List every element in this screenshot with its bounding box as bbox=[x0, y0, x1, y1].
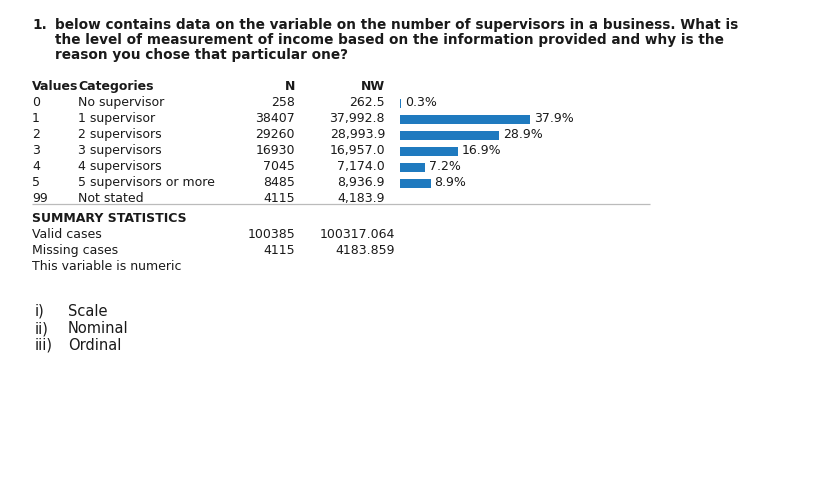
Text: 1 supervisor: 1 supervisor bbox=[78, 112, 155, 125]
Text: 28.9%: 28.9% bbox=[503, 128, 543, 141]
Text: the level of measurement of income based on the information provided and why is : the level of measurement of income based… bbox=[55, 33, 724, 47]
Text: 4: 4 bbox=[32, 160, 40, 173]
Text: Ordinal: Ordinal bbox=[68, 338, 121, 353]
Text: below contains data on the variable on the number of supervisors in a business. : below contains data on the variable on t… bbox=[55, 18, 738, 32]
Text: Missing cases: Missing cases bbox=[32, 244, 118, 257]
Text: 3 supervisors: 3 supervisors bbox=[78, 144, 162, 157]
Text: 0.3%: 0.3% bbox=[405, 96, 437, 109]
Text: NW: NW bbox=[361, 80, 385, 93]
Text: 1.: 1. bbox=[32, 18, 47, 32]
Text: 7045: 7045 bbox=[263, 160, 295, 173]
Text: 8,936.9: 8,936.9 bbox=[337, 176, 385, 189]
Text: Values: Values bbox=[32, 80, 78, 93]
Text: 1: 1 bbox=[32, 112, 40, 125]
Text: Nominal: Nominal bbox=[68, 321, 128, 336]
Text: 262.5: 262.5 bbox=[350, 96, 385, 109]
Text: 100317.064: 100317.064 bbox=[320, 228, 395, 241]
Text: 2: 2 bbox=[32, 128, 40, 141]
Text: 99: 99 bbox=[32, 192, 48, 205]
Text: 4,183.9: 4,183.9 bbox=[337, 192, 385, 205]
Text: 16930: 16930 bbox=[255, 144, 295, 157]
Text: iii): iii) bbox=[35, 338, 53, 353]
Text: This variable is numeric: This variable is numeric bbox=[32, 260, 181, 273]
Text: Not stated: Not stated bbox=[78, 192, 144, 205]
Text: SUMMARY STATISTICS: SUMMARY STATISTICS bbox=[32, 212, 187, 225]
Text: N: N bbox=[285, 80, 295, 93]
Text: 4115: 4115 bbox=[263, 192, 295, 205]
Text: 258: 258 bbox=[271, 96, 295, 109]
Text: 3: 3 bbox=[32, 144, 40, 157]
Text: i): i) bbox=[35, 304, 45, 319]
Text: 8.9%: 8.9% bbox=[434, 176, 467, 189]
Text: No supervisor: No supervisor bbox=[78, 96, 164, 109]
Text: 2 supervisors: 2 supervisors bbox=[78, 128, 162, 141]
Text: 7,174.0: 7,174.0 bbox=[337, 160, 385, 173]
Text: 28,993.9: 28,993.9 bbox=[329, 128, 385, 141]
Text: 4115: 4115 bbox=[263, 244, 295, 257]
Text: 37.9%: 37.9% bbox=[534, 112, 574, 125]
Text: 16.9%: 16.9% bbox=[462, 144, 502, 157]
Text: 8485: 8485 bbox=[263, 176, 295, 189]
Text: 37,992.8: 37,992.8 bbox=[329, 112, 385, 125]
Text: ii): ii) bbox=[35, 321, 49, 336]
Text: 5: 5 bbox=[32, 176, 40, 189]
Text: 29260: 29260 bbox=[255, 128, 295, 141]
Text: 4183.859: 4183.859 bbox=[336, 244, 395, 257]
Text: 4 supervisors: 4 supervisors bbox=[78, 160, 162, 173]
Text: Valid cases: Valid cases bbox=[32, 228, 102, 241]
Text: 16,957.0: 16,957.0 bbox=[329, 144, 385, 157]
Text: 38407: 38407 bbox=[255, 112, 295, 125]
Text: 5 supervisors or more: 5 supervisors or more bbox=[78, 176, 215, 189]
Text: reason you chose that particular one?: reason you chose that particular one? bbox=[55, 48, 348, 62]
Text: 7.2%: 7.2% bbox=[428, 160, 461, 173]
Text: Categories: Categories bbox=[78, 80, 154, 93]
Text: Scale: Scale bbox=[68, 304, 107, 319]
Text: 100385: 100385 bbox=[247, 228, 295, 241]
Text: 0: 0 bbox=[32, 96, 40, 109]
